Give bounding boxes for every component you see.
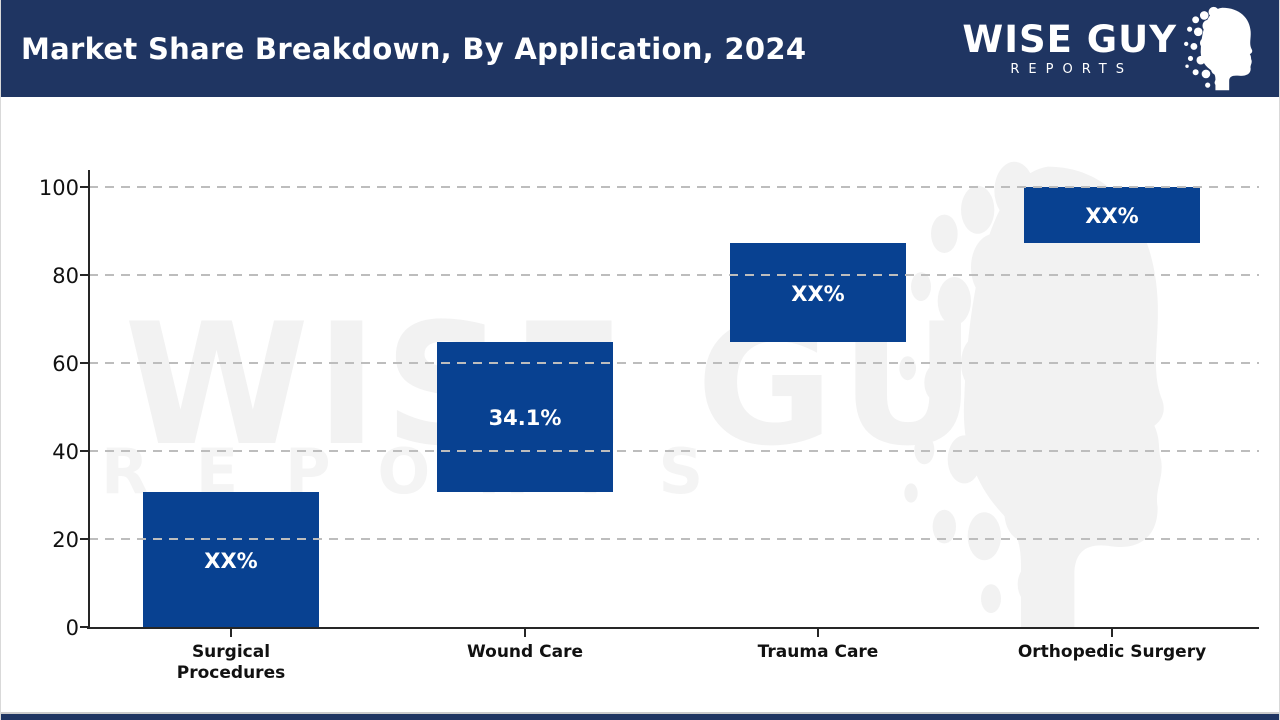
bar-3 [1024,187,1200,244]
x-category-label: Surgical Procedures [176,642,286,684]
y-tick-mark [80,186,88,188]
footer-bar [1,714,1279,720]
y-tick-label: 40 [52,440,79,464]
footer-divider [1,712,1279,714]
gridline-80 [89,274,1259,276]
y-tick-mark [80,362,88,364]
x-category-label: Wound Care [467,642,583,662]
gridline-20 [89,538,1259,540]
bar-value-label: XX% [1085,204,1139,229]
brand-logo: WISE GUY REPORTS [962,6,1257,92]
x-tick-mark [817,629,819,637]
header: Market Share Breakdown, By Application, … [1,0,1279,97]
logo-wordmark: WISE GUY REPORTS [962,21,1177,76]
y-tick-mark [80,538,88,540]
logo-face-icon [1184,6,1253,90]
y-tick-label: 60 [52,352,79,376]
gridline-60 [89,362,1259,364]
x-axis-spine [87,627,1259,629]
gridline-40 [89,450,1259,452]
y-tick-mark [80,626,88,628]
chart-area: WISE GUY REPORTS 0 20 40 60 80 100 XX% Surgical… [1,97,1279,713]
y-tick-label: 80 [52,264,79,288]
x-category-label: Trauma Care [757,642,879,662]
bar-2 [730,243,906,343]
y-axis-spine [88,170,90,628]
bar-value-label: XX% [204,548,258,573]
x-tick-mark [524,629,526,637]
y-tick-mark [80,450,88,452]
y-tick-mark [80,274,88,276]
y-tick-label: 0 [65,616,79,640]
bar-value-label: XX% [791,281,845,306]
gridline-100 [89,186,1259,188]
x-tick-mark [1111,629,1113,637]
bar-1 [437,342,613,493]
y-tick-label: 100 [38,176,79,200]
watermark-face-icon [899,161,1164,628]
y-tick-label: 20 [52,528,79,552]
bar-value-label: 34.1% [488,406,562,431]
x-tick-mark [230,629,232,637]
bar-0 [143,492,319,627]
logo-word: WISE GUY [962,18,1177,61]
x-category-label: Orthopedic Surgery [1017,642,1207,662]
logo-subtext: REPORTS [1010,62,1133,77]
chart-title: Market Share Breakdown, By Application, … [21,31,807,66]
